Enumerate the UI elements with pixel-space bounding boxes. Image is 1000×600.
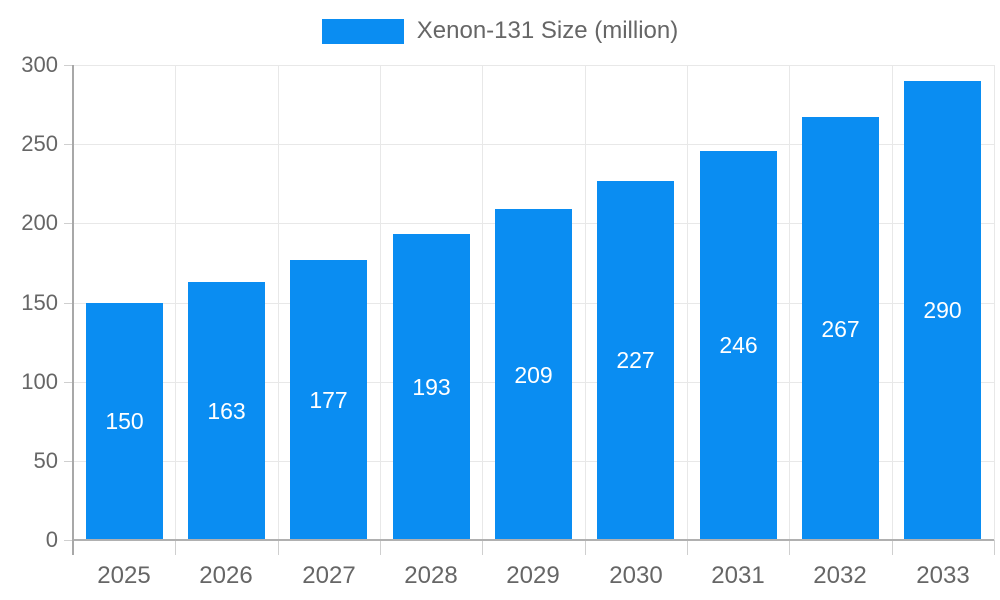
x-axis-baseline <box>73 539 994 541</box>
y-axis-label: 150 <box>21 290 58 315</box>
bar-value-label: 267 <box>821 316 860 342</box>
gridline-vertical <box>789 65 790 540</box>
x-axis-tick <box>994 540 995 555</box>
x-axis-label: 2027 <box>302 562 356 589</box>
bar-value-label: 163 <box>207 398 246 424</box>
y-axis-tick <box>64 223 73 224</box>
bar[interactable] <box>597 181 674 540</box>
y-axis-label: 100 <box>21 369 58 394</box>
x-axis-label: 2028 <box>404 562 458 589</box>
y-axis-tick <box>64 144 73 145</box>
bar-value-label: 227 <box>616 347 655 373</box>
bar[interactable] <box>904 81 981 540</box>
bar[interactable] <box>495 209 572 540</box>
bar[interactable] <box>393 234 470 540</box>
y-axis-label: 0 <box>45 527 58 552</box>
gridline-vertical <box>994 65 995 540</box>
x-axis-tick <box>482 540 483 555</box>
legend-label: Xenon-131 Size (million) <box>416 17 679 44</box>
bar[interactable] <box>290 260 367 540</box>
y-axis-tick <box>64 540 73 541</box>
legend-color-swatch <box>321 18 404 44</box>
y-axis-tick <box>64 461 73 462</box>
gridline-vertical <box>892 65 893 540</box>
bar[interactable] <box>86 303 163 541</box>
gridline-vertical <box>482 65 483 540</box>
gridline-vertical <box>585 65 586 540</box>
x-axis-label: 2025 <box>97 562 151 589</box>
bar-value-label: 177 <box>309 387 348 413</box>
x-axis-tick <box>380 540 381 555</box>
bar-value-label: 150 <box>105 408 144 434</box>
y-axis-tick <box>64 303 73 304</box>
x-axis-label: 2029 <box>506 562 560 589</box>
gridline-vertical <box>175 65 176 540</box>
bar-value-label: 246 <box>719 332 758 358</box>
x-axis-label: 2031 <box>711 562 765 589</box>
bar[interactable] <box>188 282 265 540</box>
gridline-horizontal <box>73 65 994 66</box>
x-axis-label: 2026 <box>199 562 253 589</box>
x-axis-tick <box>278 540 279 555</box>
chart-legend[interactable]: Xenon-131 Size (million) <box>0 17 1000 45</box>
y-axis-label: 300 <box>21 52 58 77</box>
x-axis-tick <box>175 540 176 555</box>
bar[interactable] <box>802 117 879 540</box>
gridline-vertical <box>278 65 279 540</box>
x-axis-label: 2033 <box>916 562 970 589</box>
y-axis-label: 200 <box>21 210 58 235</box>
x-axis-label: 2030 <box>609 562 663 589</box>
bar[interactable] <box>700 151 777 541</box>
gridline-vertical <box>380 65 381 540</box>
bar-value-label: 290 <box>923 297 962 323</box>
x-axis-tick <box>687 540 688 555</box>
bar-value-label: 193 <box>412 374 451 400</box>
y-axis-tick <box>64 65 73 66</box>
y-axis-line <box>72 65 74 555</box>
y-axis-tick <box>64 382 73 383</box>
y-axis-label: 50 <box>33 448 58 473</box>
x-axis-tick <box>892 540 893 555</box>
gridline-horizontal <box>73 144 994 145</box>
bar-value-label: 209 <box>514 362 553 388</box>
x-axis-tick <box>585 540 586 555</box>
gridline-vertical <box>687 65 688 540</box>
x-axis-tick <box>789 540 790 555</box>
y-axis-label: 250 <box>21 131 58 156</box>
x-axis-label: 2032 <box>813 562 867 589</box>
